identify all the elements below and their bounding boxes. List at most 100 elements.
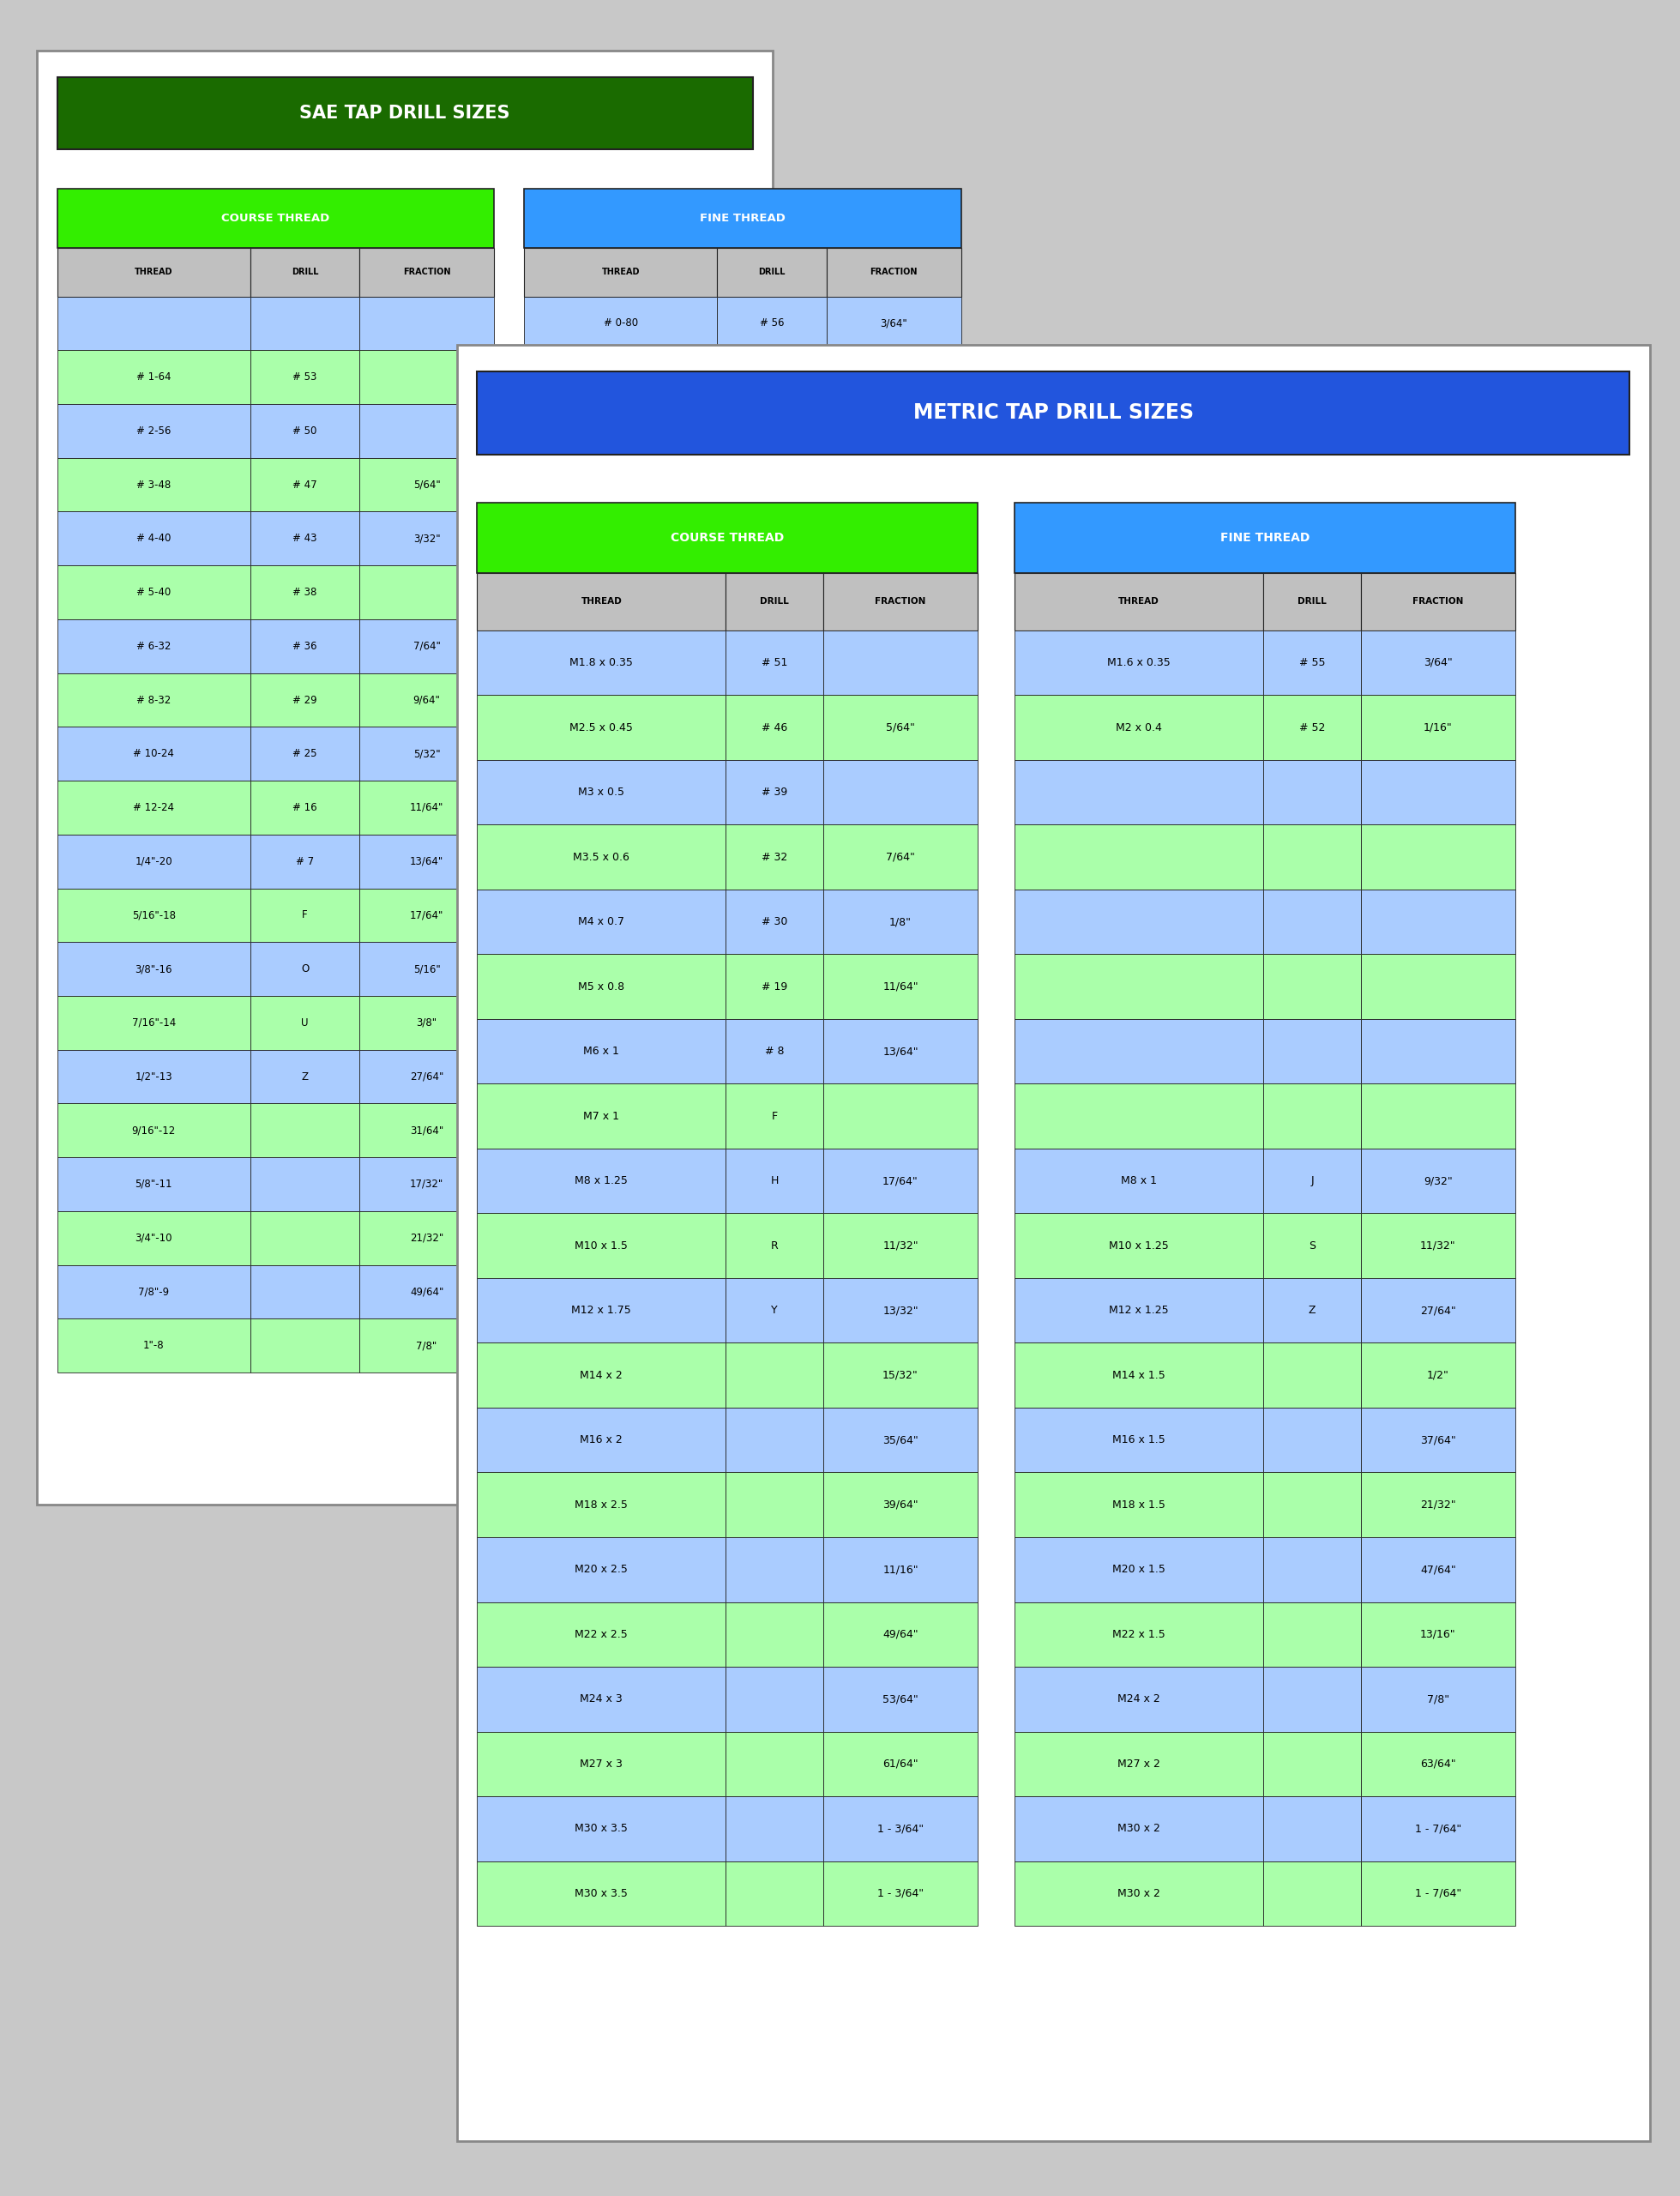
- Bar: [726, 760, 823, 826]
- Text: 1/2"-13: 1/2"-13: [134, 1072, 173, 1083]
- Bar: [726, 1214, 823, 1278]
- Text: # 29: # 29: [759, 694, 785, 705]
- Text: DRILL: DRILL: [291, 268, 319, 277]
- Text: 29/64": 29/64": [754, 1072, 790, 1083]
- Bar: [524, 834, 717, 889]
- Bar: [477, 1149, 726, 1214]
- Text: M5 x 0.8: M5 x 0.8: [578, 982, 625, 993]
- Bar: [477, 826, 726, 889]
- Bar: [57, 942, 250, 997]
- Bar: [1263, 889, 1361, 953]
- Text: 9/16"-18: 9/16"-18: [598, 1124, 643, 1135]
- Text: 9/16"-12: 9/16"-12: [131, 1124, 176, 1135]
- Text: 21/32": 21/32": [410, 1232, 444, 1243]
- Text: M12 x 1.75: M12 x 1.75: [571, 1304, 632, 1315]
- Bar: [524, 1318, 717, 1372]
- Bar: [717, 727, 827, 782]
- Bar: [57, 1318, 250, 1372]
- Text: 13/64": 13/64": [410, 856, 444, 867]
- Bar: [1361, 1278, 1515, 1344]
- Bar: [1263, 1019, 1361, 1085]
- Bar: [250, 459, 360, 512]
- Bar: [524, 512, 717, 567]
- Bar: [360, 349, 494, 404]
- Bar: [524, 619, 717, 672]
- Text: M18 x 1.5: M18 x 1.5: [1112, 1500, 1166, 1511]
- Text: # 37: # 37: [759, 586, 785, 597]
- Text: 37/64": 37/64": [1420, 1434, 1457, 1445]
- Bar: [360, 727, 494, 782]
- Text: M30 x 3.5: M30 x 3.5: [575, 1889, 628, 1900]
- Bar: [717, 1102, 827, 1157]
- Text: THREAD: THREAD: [581, 597, 622, 606]
- Bar: [477, 1733, 726, 1796]
- Text: # 6-40: # 6-40: [603, 641, 638, 652]
- Bar: [827, 834, 961, 889]
- Text: # 2-56: # 2-56: [136, 426, 171, 437]
- Text: M30 x 2: M30 x 2: [1117, 1889, 1161, 1900]
- Bar: [726, 1733, 823, 1796]
- Bar: [827, 1157, 961, 1212]
- Text: 7/16"-14: 7/16"-14: [131, 1017, 176, 1028]
- Bar: [823, 1278, 978, 1344]
- Text: 3/4"-10: 3/4"-10: [134, 1232, 173, 1243]
- Bar: [827, 296, 961, 349]
- Text: 1/2": 1/2": [1426, 1370, 1450, 1381]
- Bar: [1263, 1214, 1361, 1278]
- Text: 9/64": 9/64": [413, 694, 440, 705]
- Text: 21/32": 21/32": [1420, 1500, 1457, 1511]
- Bar: [1015, 1344, 1263, 1408]
- Bar: [1015, 955, 1263, 1019]
- Text: 49/64": 49/64": [410, 1287, 444, 1298]
- Text: 9/32": 9/32": [1423, 1175, 1453, 1186]
- Text: M30 x 2: M30 x 2: [1117, 1823, 1161, 1834]
- Text: FRACTION: FRACTION: [403, 268, 450, 277]
- Bar: [823, 1149, 978, 1214]
- Bar: [57, 248, 250, 296]
- Text: M20 x 2.5: M20 x 2.5: [575, 1564, 628, 1575]
- Text: 49/64": 49/64": [882, 1629, 919, 1640]
- Bar: [726, 889, 823, 953]
- Text: 17/64": 17/64": [882, 1175, 919, 1186]
- Text: 37/64": 37/64": [754, 1179, 790, 1190]
- Bar: [477, 889, 726, 953]
- Bar: [823, 630, 978, 694]
- Bar: [1361, 1408, 1515, 1474]
- Bar: [250, 942, 360, 997]
- Bar: [827, 1318, 961, 1372]
- Bar: [1015, 1733, 1263, 1796]
- Text: 3/32": 3/32": [413, 534, 440, 545]
- Text: M18 x 2.5: M18 x 2.5: [575, 1500, 628, 1511]
- Bar: [1361, 1603, 1515, 1667]
- Text: M3.5 x 0.6: M3.5 x 0.6: [573, 852, 630, 863]
- Text: 7/64": 7/64": [885, 852, 916, 863]
- Bar: [827, 1210, 961, 1265]
- Bar: [1015, 694, 1263, 760]
- Bar: [250, 1210, 360, 1265]
- Bar: [726, 630, 823, 694]
- Bar: [726, 573, 823, 630]
- Bar: [726, 1474, 823, 1537]
- Text: M10 x 1.25: M10 x 1.25: [1109, 1241, 1169, 1252]
- Bar: [1263, 694, 1361, 760]
- Bar: [1015, 1085, 1263, 1149]
- Bar: [827, 1050, 961, 1102]
- Bar: [57, 567, 250, 619]
- Bar: [524, 459, 717, 512]
- Text: U: U: [301, 1017, 309, 1028]
- Text: Q: Q: [768, 964, 776, 975]
- Text: 1/4"-20: 1/4"-20: [134, 856, 173, 867]
- Bar: [360, 619, 494, 672]
- Bar: [827, 727, 961, 782]
- Text: # 3: # 3: [763, 856, 781, 867]
- Bar: [823, 955, 978, 1019]
- Bar: [1263, 1474, 1361, 1537]
- Bar: [827, 942, 961, 997]
- Bar: [1263, 1537, 1361, 1603]
- Text: # 10-32: # 10-32: [600, 749, 642, 760]
- Bar: [823, 1537, 978, 1603]
- Text: 47/64": 47/64": [1420, 1564, 1457, 1575]
- Bar: [477, 1344, 726, 1408]
- Text: 61/64": 61/64": [882, 1759, 919, 1770]
- Text: 13/32": 13/32": [882, 1304, 919, 1315]
